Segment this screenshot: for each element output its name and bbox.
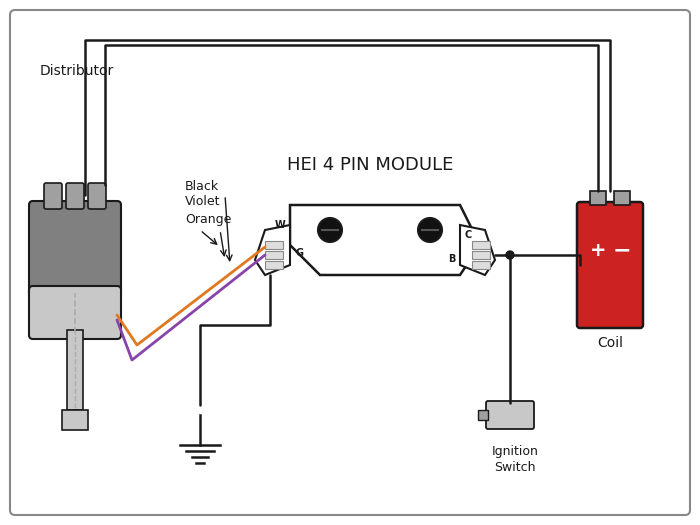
Bar <box>62 410 88 430</box>
Bar <box>472 251 490 259</box>
Bar <box>478 410 488 420</box>
Text: W: W <box>274 220 286 230</box>
Polygon shape <box>290 205 480 275</box>
Text: −: − <box>612 240 631 260</box>
Bar <box>590 191 606 205</box>
Bar <box>472 241 490 249</box>
Text: B: B <box>448 254 456 264</box>
FancyBboxPatch shape <box>10 10 690 515</box>
Circle shape <box>418 218 442 242</box>
Text: +: + <box>589 240 606 259</box>
FancyBboxPatch shape <box>486 401 534 429</box>
Text: Coil: Coil <box>597 336 623 350</box>
Text: G: G <box>296 248 304 258</box>
Bar <box>614 191 630 205</box>
Circle shape <box>318 218 342 242</box>
FancyBboxPatch shape <box>44 183 62 209</box>
Bar <box>265 241 283 249</box>
Bar <box>472 261 490 269</box>
FancyBboxPatch shape <box>29 201 121 299</box>
Polygon shape <box>255 225 290 275</box>
Circle shape <box>506 251 514 259</box>
FancyBboxPatch shape <box>66 183 84 209</box>
FancyBboxPatch shape <box>88 183 106 209</box>
Text: Black: Black <box>185 180 219 193</box>
Text: Orange: Orange <box>185 213 232 226</box>
Text: HEI 4 PIN MODULE: HEI 4 PIN MODULE <box>287 156 453 174</box>
FancyBboxPatch shape <box>29 286 121 339</box>
Bar <box>265 251 283 259</box>
Text: Violet: Violet <box>185 195 220 208</box>
Polygon shape <box>460 225 495 275</box>
Bar <box>67 330 83 410</box>
FancyBboxPatch shape <box>577 202 643 328</box>
Bar <box>265 261 283 269</box>
Text: C: C <box>464 230 472 240</box>
Text: Distributor: Distributor <box>40 64 114 78</box>
Text: Ignition
Switch: Ignition Switch <box>491 445 538 474</box>
